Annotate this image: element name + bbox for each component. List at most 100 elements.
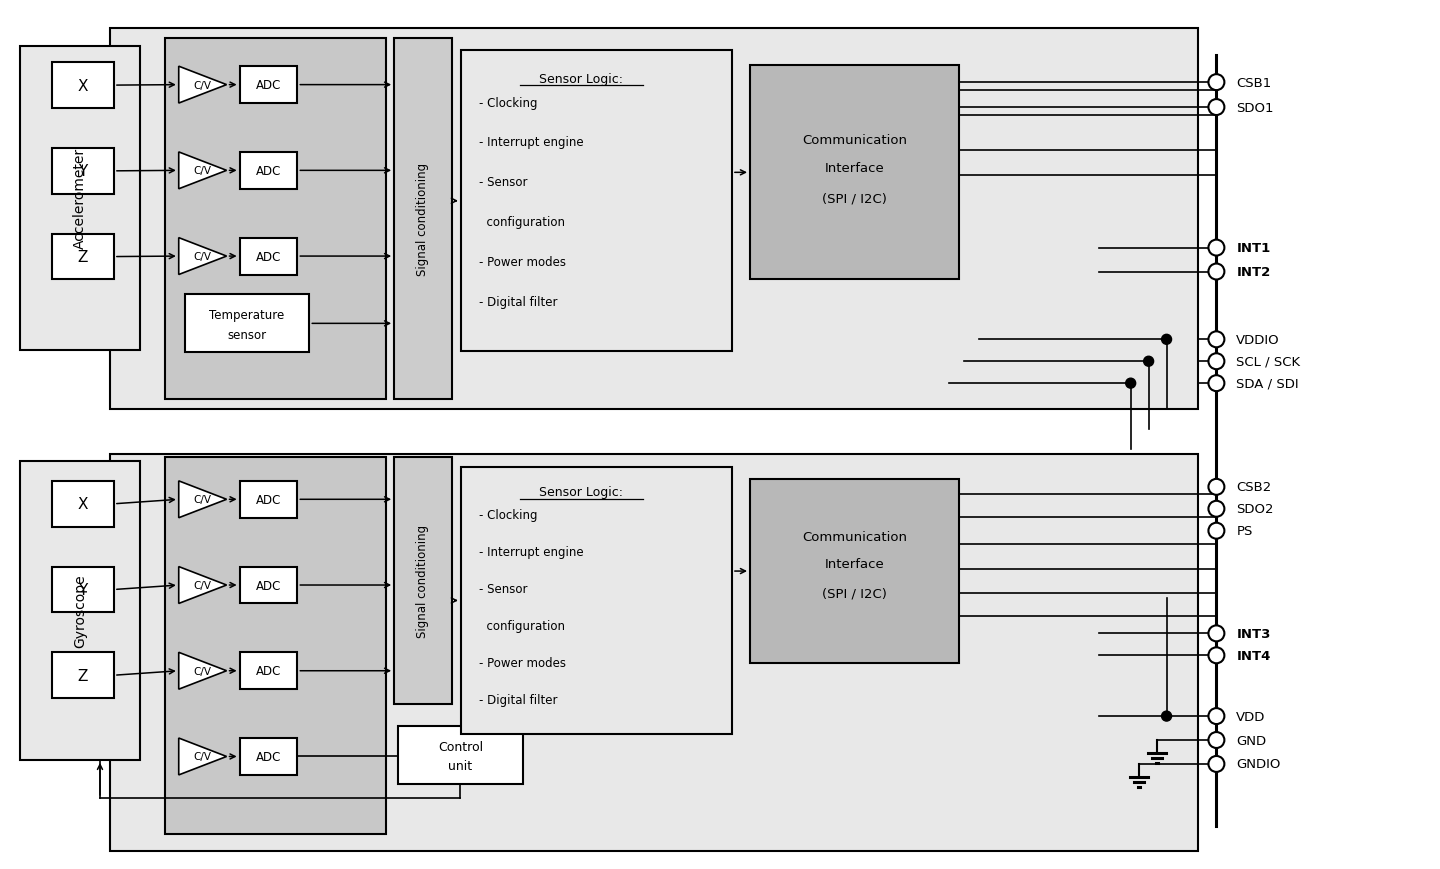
Bar	[52, 481, 114, 527]
Polygon shape	[179, 481, 226, 518]
Bar	[164, 457, 386, 833]
Bar	[239, 67, 297, 104]
Circle shape	[1208, 75, 1224, 91]
Text: GND: GND	[1237, 733, 1266, 746]
Text: Interface: Interface	[825, 163, 884, 176]
Text: CSB1: CSB1	[1237, 76, 1272, 90]
Bar	[20, 47, 140, 351]
Bar	[239, 567, 297, 604]
Circle shape	[1208, 375, 1224, 392]
Bar	[52, 567, 114, 613]
Circle shape	[1143, 357, 1153, 367]
Text: INT3: INT3	[1237, 627, 1270, 640]
Circle shape	[1208, 241, 1224, 256]
Circle shape	[1208, 647, 1224, 664]
Text: Control: Control	[438, 740, 482, 753]
Polygon shape	[179, 238, 226, 275]
Text: - Power modes: - Power modes	[478, 255, 566, 269]
Text: - Digital filter: - Digital filter	[478, 693, 557, 706]
Circle shape	[1208, 626, 1224, 641]
Text: ADC: ADC	[256, 494, 281, 507]
Text: VDD: VDD	[1237, 710, 1266, 723]
Circle shape	[1208, 756, 1224, 772]
Polygon shape	[179, 67, 226, 104]
Text: C/V: C/V	[193, 580, 212, 590]
Circle shape	[1208, 354, 1224, 370]
Text: ADC: ADC	[256, 250, 281, 263]
Bar	[750, 480, 959, 664]
Text: Accelerometer: Accelerometer	[73, 148, 86, 249]
Text: Sensor Logic:: Sensor Logic:	[540, 486, 624, 499]
Text: VDDIO: VDDIO	[1237, 334, 1280, 347]
Text: Z: Z	[78, 249, 88, 265]
Text: Temperature: Temperature	[209, 308, 285, 322]
Bar	[52, 149, 114, 195]
Text: ADC: ADC	[256, 579, 281, 592]
Text: Y: Y	[78, 164, 88, 179]
Circle shape	[1208, 501, 1224, 517]
Text: INT1: INT1	[1237, 242, 1270, 255]
Bar	[461, 51, 732, 352]
Text: - Interrupt engine: - Interrupt engine	[478, 546, 583, 559]
Text: C/V: C/V	[193, 252, 212, 262]
Text: configuration: configuration	[478, 216, 564, 229]
Text: C/V: C/V	[193, 494, 212, 505]
Text: SDA / SDI: SDA / SDI	[1237, 377, 1299, 390]
Text: Gyroscope: Gyroscope	[73, 574, 86, 647]
Circle shape	[1126, 379, 1136, 388]
Bar	[395, 457, 452, 704]
Bar	[239, 238, 297, 275]
Text: C/V: C/V	[193, 666, 212, 676]
Bar	[395, 39, 452, 400]
Bar	[52, 63, 114, 109]
Polygon shape	[179, 153, 226, 189]
Text: PS: PS	[1237, 525, 1253, 538]
Text: - Sensor: - Sensor	[478, 582, 527, 595]
Text: GNDIO: GNDIO	[1237, 758, 1280, 771]
Text: C/V: C/V	[193, 81, 212, 90]
Text: INT4: INT4	[1237, 649, 1270, 662]
Text: - Clocking: - Clocking	[478, 508, 537, 521]
Circle shape	[1208, 332, 1224, 348]
Text: configuration: configuration	[478, 620, 564, 632]
Circle shape	[1208, 480, 1224, 495]
Bar	[239, 153, 297, 189]
Text: Y: Y	[78, 582, 88, 597]
Bar	[184, 295, 310, 353]
Text: C/V: C/V	[193, 166, 212, 176]
Text: SDO1: SDO1	[1237, 102, 1274, 115]
Text: X: X	[78, 78, 88, 94]
Text: sensor: sensor	[228, 328, 266, 342]
Text: ADC: ADC	[256, 750, 281, 763]
Bar	[461, 468, 732, 734]
Text: SDO2: SDO2	[1237, 502, 1274, 515]
Circle shape	[1208, 100, 1224, 116]
Bar	[239, 481, 297, 518]
Polygon shape	[179, 653, 226, 689]
Bar	[164, 39, 386, 400]
Text: (SPI / I2C): (SPI / I2C)	[822, 587, 887, 600]
Text: SCL / SCK: SCL / SCK	[1237, 355, 1300, 368]
Text: Communication: Communication	[802, 135, 907, 147]
Text: - Power modes: - Power modes	[478, 656, 566, 669]
Text: (SPI / I2C): (SPI / I2C)	[822, 192, 887, 205]
Bar	[52, 235, 114, 280]
Bar	[239, 653, 297, 689]
Circle shape	[1208, 264, 1224, 280]
Text: ADC: ADC	[256, 665, 281, 678]
Text: - Sensor: - Sensor	[478, 176, 527, 189]
Text: Signal conditioning: Signal conditioning	[416, 163, 429, 276]
Text: X: X	[78, 497, 88, 512]
Bar	[109, 454, 1198, 851]
Text: INT2: INT2	[1237, 266, 1270, 279]
Bar	[397, 726, 523, 784]
Text: - Digital filter: - Digital filter	[478, 295, 557, 308]
Text: CSB2: CSB2	[1237, 481, 1272, 494]
Text: - Interrupt engine: - Interrupt engine	[478, 136, 583, 149]
Text: C/V: C/V	[193, 752, 212, 761]
Bar	[239, 738, 297, 775]
Circle shape	[1162, 712, 1172, 721]
Text: Z: Z	[78, 668, 88, 683]
Text: Communication: Communication	[802, 531, 907, 543]
Text: ADC: ADC	[256, 79, 281, 92]
